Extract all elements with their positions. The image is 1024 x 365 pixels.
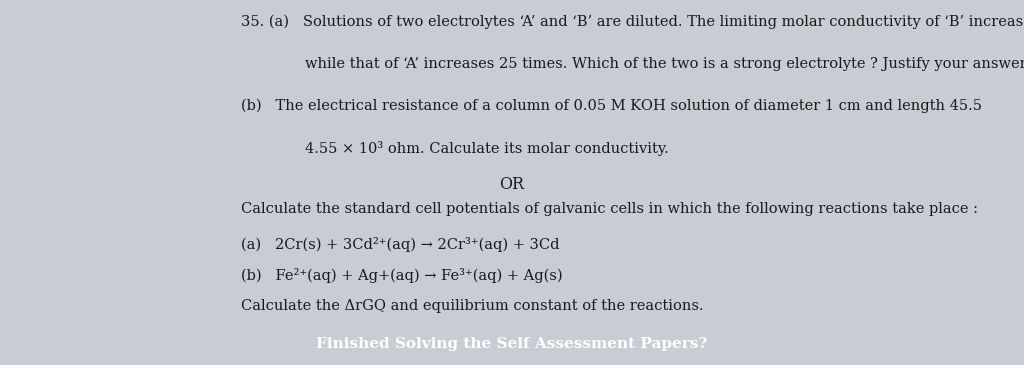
Text: 35. (a)   Solutions of two electrolytes ‘A’ and ‘B’ are diluted. The limiting mo: 35. (a) Solutions of two electrolytes ‘A… [241,15,1024,29]
Text: 4.55 × 10³ ohm. Calculate its molar conductivity.: 4.55 × 10³ ohm. Calculate its molar cond… [305,141,669,155]
Text: (b)   Fe²⁺(aq) + Ag+(aq) → Fe³⁺(aq) + Ag(s): (b) Fe²⁺(aq) + Ag+(aq) → Fe³⁺(aq) + Ag(s… [241,268,562,283]
Text: (a)   2Cr(s) + 3Cd²⁺(aq) → 2Cr³⁺(aq) + 3Cd: (a) 2Cr(s) + 3Cd²⁺(aq) → 2Cr³⁺(aq) + 3Cd [241,237,559,253]
Text: Calculate the ΔrGQ and equilibrium constant of the reactions.: Calculate the ΔrGQ and equilibrium const… [241,299,703,313]
Text: while that of ‘A’ increases 25 times. Which of the two is a strong electrolyte ?: while that of ‘A’ increases 25 times. Wh… [305,57,1024,70]
Text: Calculate the standard cell potentials of galvanic cells in which the following : Calculate the standard cell potentials o… [241,202,978,216]
Text: (b)   The electrical resistance of a column of 0.05 M KOH solution of diameter 1: (b) The electrical resistance of a colum… [241,99,982,113]
Text: Finished Solving the Self Assessment Papers?: Finished Solving the Self Assessment Pap… [316,337,708,351]
Text: OR: OR [500,176,524,193]
